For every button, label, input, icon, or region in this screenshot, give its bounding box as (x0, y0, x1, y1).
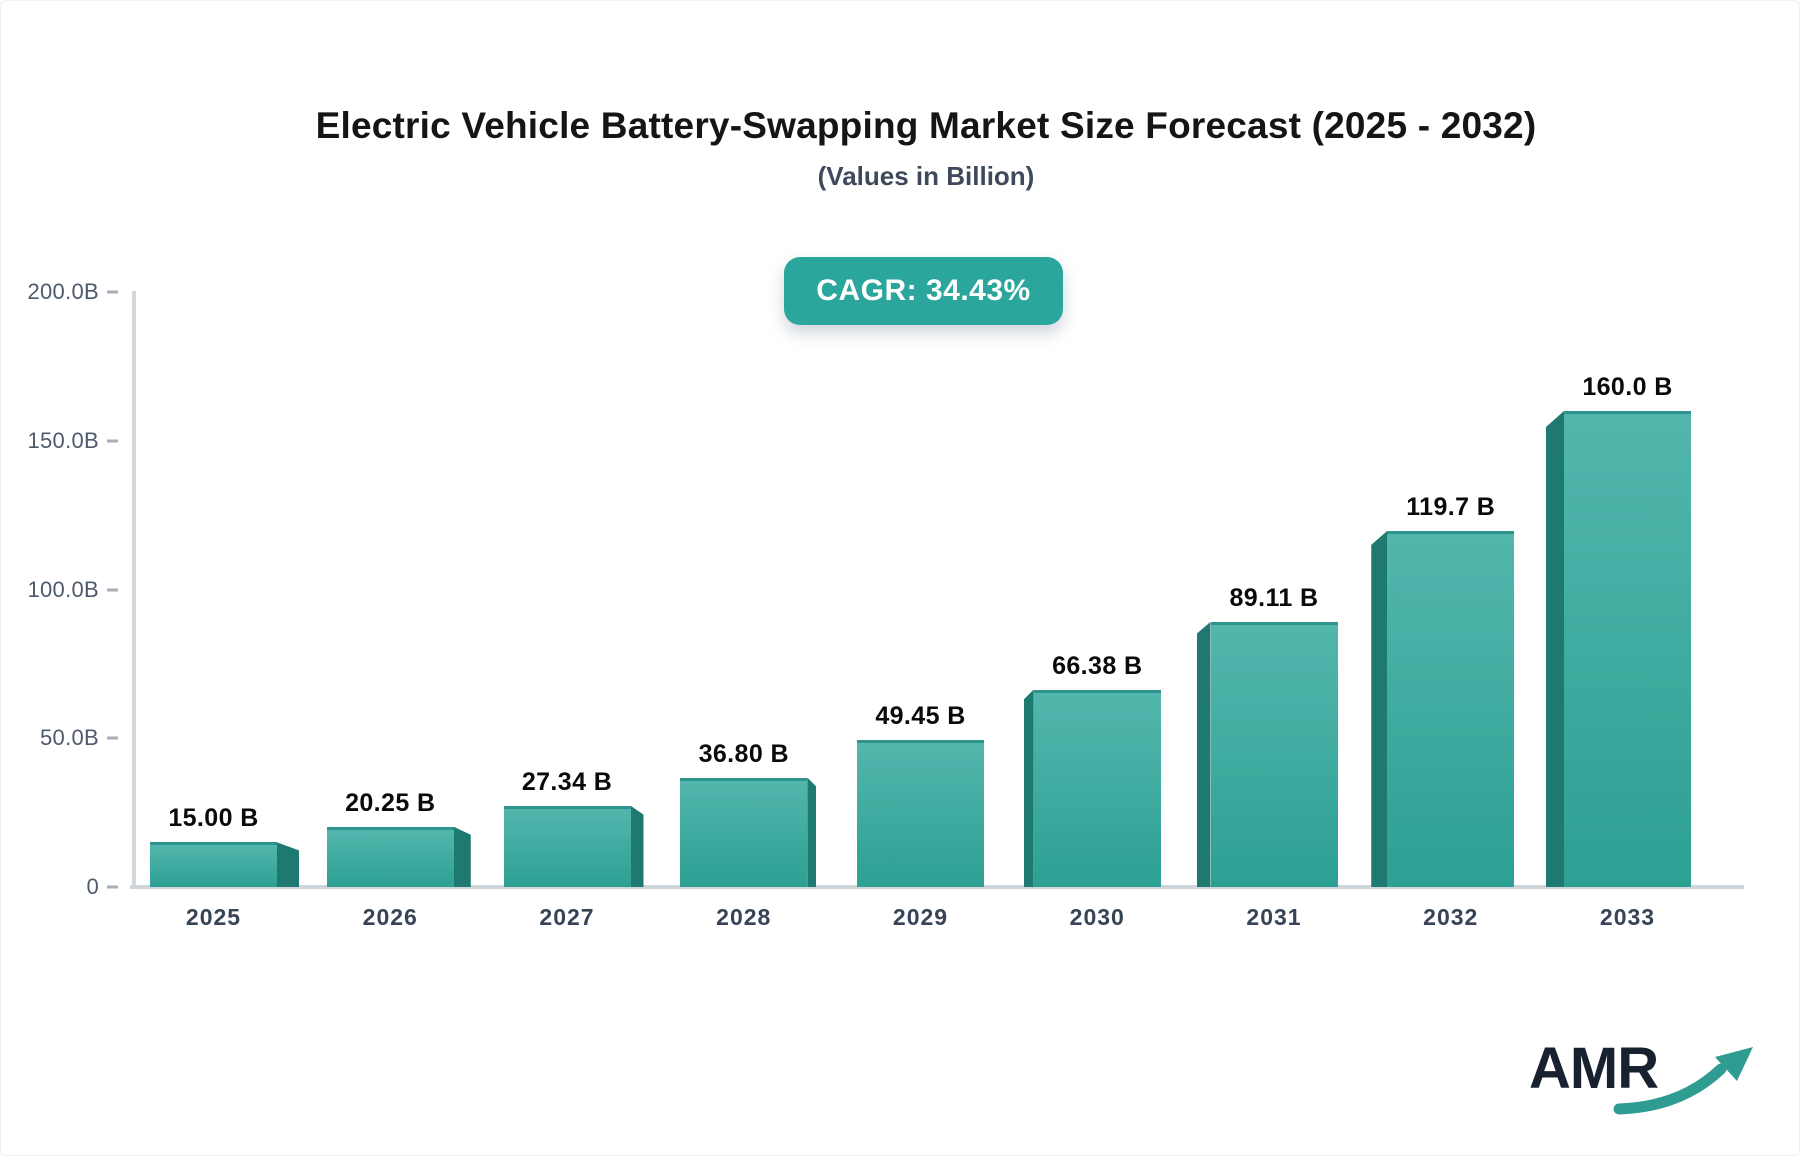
chart-subtitle: (Values in Billion) (817, 161, 1035, 191)
trend-up-arrow-icon (1613, 1047, 1753, 1115)
amr-logo: AMR (1529, 1035, 1753, 1125)
bar-side-face (1371, 530, 1388, 887)
bar-side-face (1023, 689, 1034, 887)
chart-header: Electric Vehicle Battery-Swapping Market… (51, 1, 1799, 192)
bar-value-label: 49.45 B (875, 701, 966, 730)
x-axis-label: 2030 (1069, 904, 1125, 930)
bar-side-face (1546, 411, 1564, 887)
cagr-badge-label: CAGR: 34.43% (816, 274, 1031, 307)
bar-2030 (1033, 689, 1161, 887)
bar-side-face (807, 777, 817, 887)
bar-2032 (1387, 530, 1515, 887)
y-axis-tick (107, 736, 118, 740)
amr-logo-text: AMR (1529, 1036, 1659, 1101)
bar-value-label: 89.11 B (1229, 583, 1319, 612)
bar-value-label: 27.34 B (521, 767, 613, 796)
cagr-badge: CAGR: 34.43% (784, 257, 1063, 325)
bar-value-label: 66.38 B (1052, 651, 1143, 680)
bar-side-face (277, 842, 299, 887)
y-axis-tick (107, 885, 118, 889)
bar-2029 (857, 739, 984, 887)
bar-side-face (630, 805, 644, 887)
bar-value-label: 160.0 B (1582, 373, 1673, 401)
bar-2031 (1210, 621, 1338, 887)
x-axis-label: 2026 (362, 904, 418, 930)
bar-2028 (680, 777, 808, 887)
bar-value-label: 20.25 B (345, 788, 436, 817)
x-axis-label: 2025 (185, 904, 242, 930)
bar-value-label: 15.00 B (168, 804, 259, 833)
bar-2027 (503, 805, 631, 887)
bar-side-face (453, 826, 471, 887)
chart-title: Electric Vehicle Battery-Swapping Market… (315, 105, 1537, 146)
x-axis-label: 2031 (1246, 904, 1302, 930)
x-axis-label: 2029 (892, 904, 949, 930)
bar-value-label: 119.7 B (1406, 492, 1496, 521)
y-axis-label: 50.0B (40, 725, 99, 751)
bar-value-label: 36.80 B (698, 739, 789, 768)
bar-2025 (150, 842, 277, 887)
y-axis-line (132, 291, 136, 889)
x-axis-label: 2027 (539, 904, 595, 930)
x-axis-label: 2028 (716, 904, 772, 930)
bar-2026 (326, 826, 454, 887)
bar-2033 (1564, 411, 1691, 887)
y-axis-label: 150.0B (27, 427, 99, 453)
y-axis-label: 100.0B (27, 576, 99, 602)
x-axis-line (130, 885, 1744, 889)
bar-side-face (1196, 621, 1211, 887)
x-axis-label: 2032 (1423, 904, 1479, 930)
y-axis-label: 0 (86, 874, 99, 899)
x-axis-label: 2033 (1599, 904, 1656, 930)
y-axis-tick (107, 588, 118, 591)
y-axis-tick (107, 439, 118, 443)
y-axis-tick (107, 290, 118, 294)
y-axis-label: 200.0B (27, 279, 99, 304)
